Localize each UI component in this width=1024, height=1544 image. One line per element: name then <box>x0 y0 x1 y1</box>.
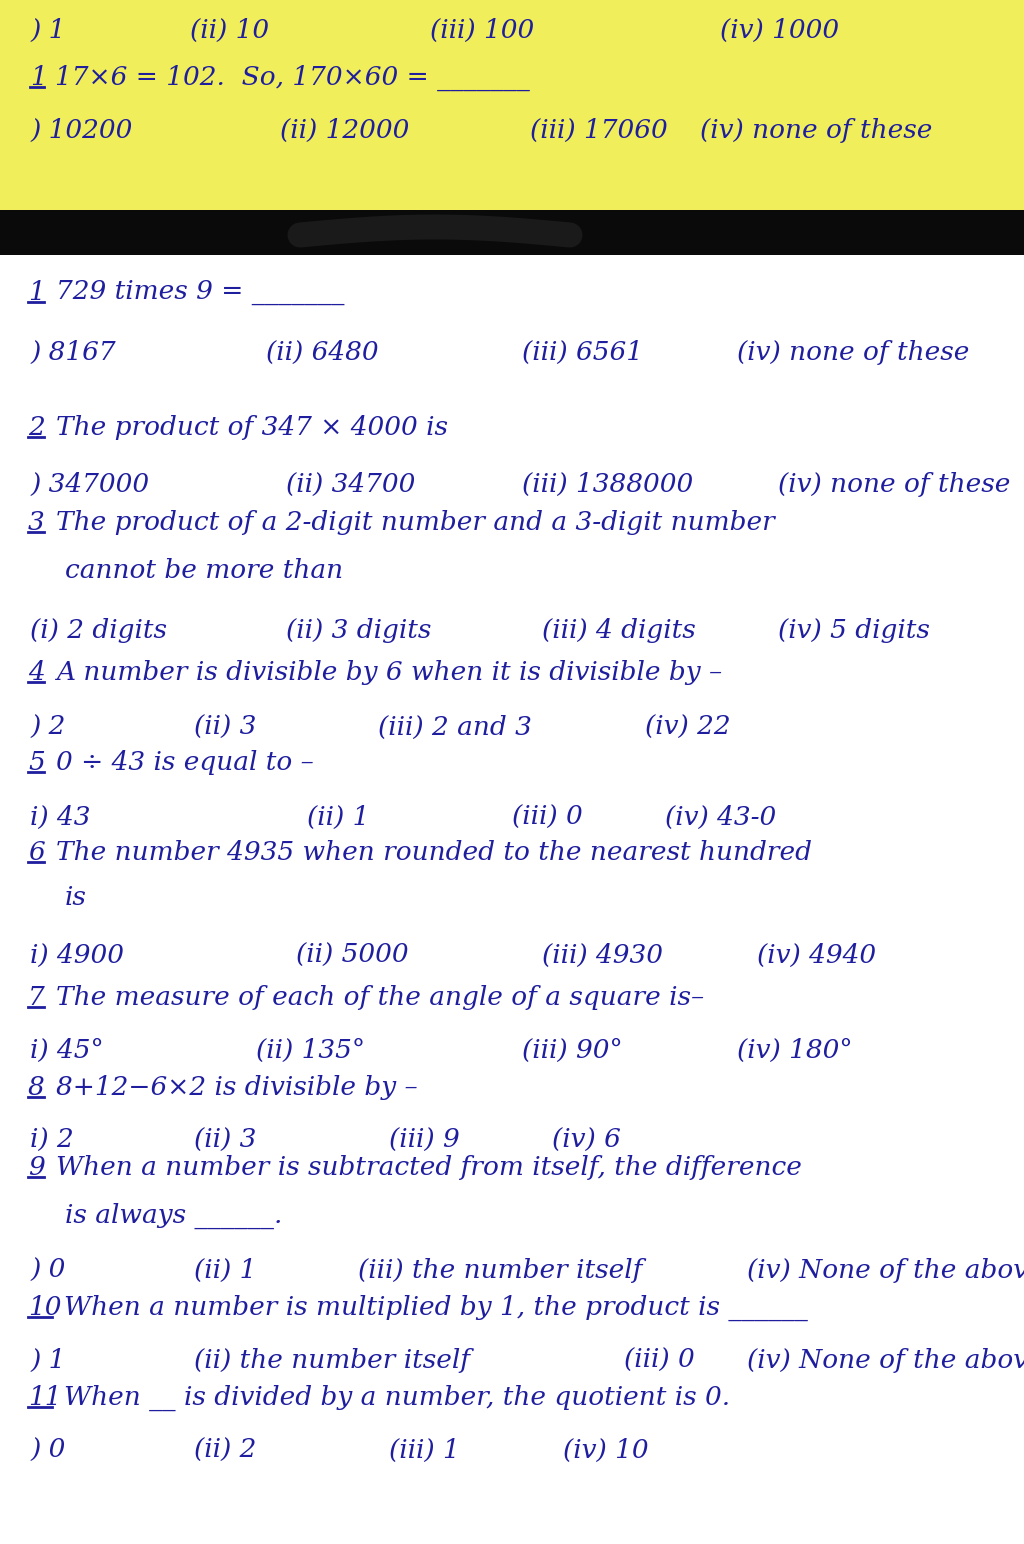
Text: (iii) the number itself: (iii) the number itself <box>358 1258 642 1283</box>
Text: 8+12−6×2 is divisible by –: 8+12−6×2 is divisible by – <box>56 1075 418 1099</box>
Text: (iv) none of these: (iv) none of these <box>778 472 1011 497</box>
Text: (iii) 9: (iii) 9 <box>389 1129 460 1153</box>
Text: 3: 3 <box>28 510 45 536</box>
Text: 8: 8 <box>28 1075 45 1099</box>
Text: (ii) 1: (ii) 1 <box>307 804 370 831</box>
Text: 1: 1 <box>28 279 45 306</box>
Text: 2: 2 <box>28 415 45 440</box>
Text: (ii) 3 digits: (ii) 3 digits <box>286 618 431 642</box>
Text: 5: 5 <box>28 750 45 775</box>
Text: 17×6 = 102.  So, 170×60 = _______: 17×6 = 102. So, 170×60 = _______ <box>55 65 529 91</box>
Text: cannot be more than: cannot be more than <box>65 557 343 584</box>
Text: (iv) 6: (iv) 6 <box>552 1129 621 1153</box>
Text: (iv) 180°: (iv) 180° <box>737 1038 853 1062</box>
Text: (iv) None of the above: (iv) None of the above <box>746 1258 1024 1283</box>
Bar <box>0 210 1024 255</box>
Text: (iii) 90°: (iii) 90° <box>522 1038 623 1062</box>
Text: (ii) 3: (ii) 3 <box>194 715 256 740</box>
Text: (i) 2 digits: (i) 2 digits <box>30 618 167 642</box>
Text: (iv) 22: (iv) 22 <box>645 715 731 740</box>
Text: 9: 9 <box>28 1155 45 1180</box>
Text: is: is <box>65 885 87 909</box>
Text: (ii) 5000: (ii) 5000 <box>296 943 409 968</box>
Text: (iv) None of the above: (iv) None of the above <box>746 1348 1024 1373</box>
Text: ) 8167: ) 8167 <box>30 340 116 364</box>
Text: (ii) 10: (ii) 10 <box>190 19 269 43</box>
Text: (iv) 43-0: (iv) 43-0 <box>665 804 776 831</box>
Text: (iv) 1000: (iv) 1000 <box>720 19 839 43</box>
Text: (iii) 2 and 3: (iii) 2 and 3 <box>378 715 531 740</box>
Text: is always ______.: is always ______. <box>65 1203 283 1229</box>
Text: 1: 1 <box>30 65 47 90</box>
Text: 4: 4 <box>28 659 45 686</box>
Text: When __ is divided by a number, the quotient is 0.: When __ is divided by a number, the quot… <box>63 1385 730 1411</box>
Text: (iii) 4930: (iii) 4930 <box>542 943 663 968</box>
Text: 6: 6 <box>28 840 45 865</box>
Text: ) 0: ) 0 <box>30 1437 66 1464</box>
Text: (iii) 1: (iii) 1 <box>389 1437 460 1464</box>
Text: (ii) 1: (ii) 1 <box>194 1258 256 1283</box>
Text: (iv) 4940: (iv) 4940 <box>757 943 877 968</box>
Text: (iii) 4 digits: (iii) 4 digits <box>542 618 695 642</box>
Text: (ii) 3: (ii) 3 <box>194 1129 256 1153</box>
Text: i) 43: i) 43 <box>30 804 90 831</box>
Text: (iii) 0: (iii) 0 <box>512 804 583 831</box>
Text: The product of 347 × 4000 is: The product of 347 × 4000 is <box>56 415 449 440</box>
Text: (ii) 34700: (ii) 34700 <box>286 472 416 497</box>
Text: (iv) none of these: (iv) none of these <box>700 117 933 144</box>
Text: 729 times 9 = _______: 729 times 9 = _______ <box>56 279 344 306</box>
Text: (iv) 5 digits: (iv) 5 digits <box>778 618 930 642</box>
Text: (ii) 6480: (ii) 6480 <box>266 340 379 364</box>
Text: (iii) 100: (iii) 100 <box>430 19 535 43</box>
Bar <box>0 0 1024 210</box>
Text: When a number is subtracted from itself, the difference: When a number is subtracted from itself,… <box>56 1155 802 1180</box>
Text: ) 1: ) 1 <box>30 1348 66 1373</box>
Text: ) 0: ) 0 <box>30 1258 66 1283</box>
Text: (ii) 12000: (ii) 12000 <box>280 117 410 144</box>
Text: (iv) none of these: (iv) none of these <box>737 340 970 364</box>
Text: (iv) 10: (iv) 10 <box>563 1437 648 1464</box>
Text: (iii) 6561: (iii) 6561 <box>522 340 643 364</box>
Text: ) 1: ) 1 <box>30 19 66 43</box>
Text: 0 ÷ 43 is equal to –: 0 ÷ 43 is equal to – <box>56 750 314 775</box>
Text: i) 2: i) 2 <box>30 1129 74 1153</box>
Text: When a number is multiplied by 1, the product is ______: When a number is multiplied by 1, the pr… <box>63 1295 808 1322</box>
Text: (ii) 2: (ii) 2 <box>194 1437 256 1464</box>
Text: ) 347000: ) 347000 <box>30 472 150 497</box>
Text: ) 2: ) 2 <box>30 715 66 740</box>
Text: (iii) 0: (iii) 0 <box>624 1348 694 1373</box>
Text: 7: 7 <box>28 985 45 1010</box>
Text: 11: 11 <box>28 1385 61 1410</box>
Text: i) 4900: i) 4900 <box>30 943 124 968</box>
Text: 10: 10 <box>28 1295 61 1320</box>
Text: (iii) 17060: (iii) 17060 <box>530 117 668 144</box>
Text: (ii) 135°: (ii) 135° <box>256 1038 366 1062</box>
Text: ) 10200: ) 10200 <box>30 117 132 144</box>
Text: The product of a 2-digit number and a 3-digit number: The product of a 2-digit number and a 3-… <box>56 510 775 536</box>
Text: The measure of each of the angle of a square is–: The measure of each of the angle of a sq… <box>56 985 705 1010</box>
Text: A number is divisible by 6 when it is divisible by –: A number is divisible by 6 when it is di… <box>56 659 722 686</box>
Text: (iii) 1388000: (iii) 1388000 <box>522 472 693 497</box>
Text: (ii) the number itself: (ii) the number itself <box>194 1348 470 1373</box>
Text: The number 4935 when rounded to the nearest hundred: The number 4935 when rounded to the near… <box>56 840 812 865</box>
Text: i) 45°: i) 45° <box>30 1038 103 1062</box>
